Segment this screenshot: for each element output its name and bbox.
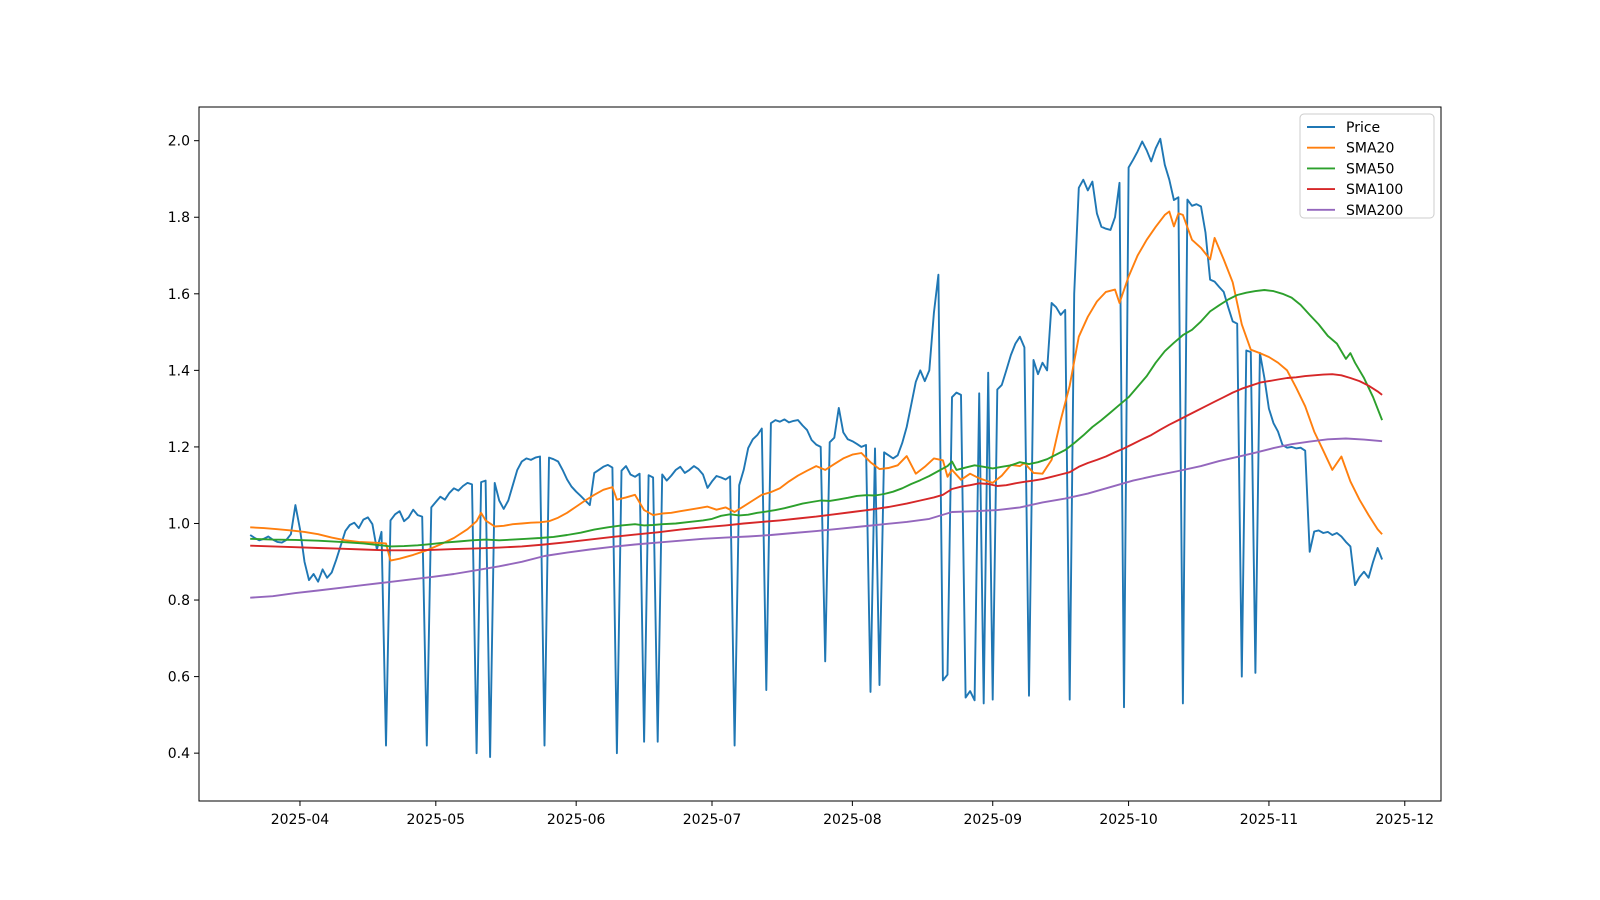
x-tick-label: 2025-09: [963, 812, 1022, 828]
y-axis: 0.4 0.6 0.8 1.0 1.2 1.4 1.6 1.8 2.0: [168, 134, 199, 762]
series-lines: [249, 137, 1383, 758]
y-tick-label: 2.0: [168, 134, 190, 150]
legend-label-sma50: SMA50: [1346, 161, 1394, 177]
x-tick-label: 2025-12: [1376, 812, 1435, 828]
y-tick-label: 1.4: [168, 363, 190, 379]
legend: Price SMA20 SMA50 SMA100 SMA200: [1299, 113, 1435, 219]
legend-box: [1299, 113, 1435, 219]
x-tick-label: 2025-10: [1099, 812, 1158, 828]
sma200-line: [250, 437, 1383, 599]
x-axis: 2025-04 2025-05 2025-06 2025-07 2025-08 2025-…: [271, 801, 1434, 828]
x-tick-label: 2025-07: [683, 812, 742, 828]
legend-label-sma100: SMA100: [1346, 182, 1403, 198]
plot-frame: [198, 106, 1442, 802]
y-tick-label: 0.4: [168, 746, 190, 762]
x-tick-label: 2025-04: [271, 812, 330, 828]
x-tick-label: 2025-11: [1240, 812, 1299, 828]
price-line: [249, 137, 1383, 758]
legend-label-sma200: SMA200: [1346, 203, 1403, 219]
y-tick-label: 0.8: [168, 593, 190, 609]
sma50-line: [250, 289, 1383, 548]
y-tick-label: 1.2: [168, 440, 190, 456]
legend-label-price: Price: [1346, 120, 1380, 136]
y-tick-label: 1.6: [168, 287, 190, 303]
y-tick-label: 0.6: [168, 670, 190, 686]
y-tick-label: 1.8: [168, 210, 190, 226]
x-tick-label: 2025-08: [823, 812, 882, 828]
x-tick-label: 2025-06: [547, 812, 606, 828]
x-tick-label: 2025-05: [407, 812, 466, 828]
sma100-line: [250, 373, 1383, 552]
sma20-line: [250, 210, 1383, 562]
y-tick-label: 1.0: [168, 516, 190, 532]
legend-label-sma20: SMA20: [1346, 141, 1394, 157]
